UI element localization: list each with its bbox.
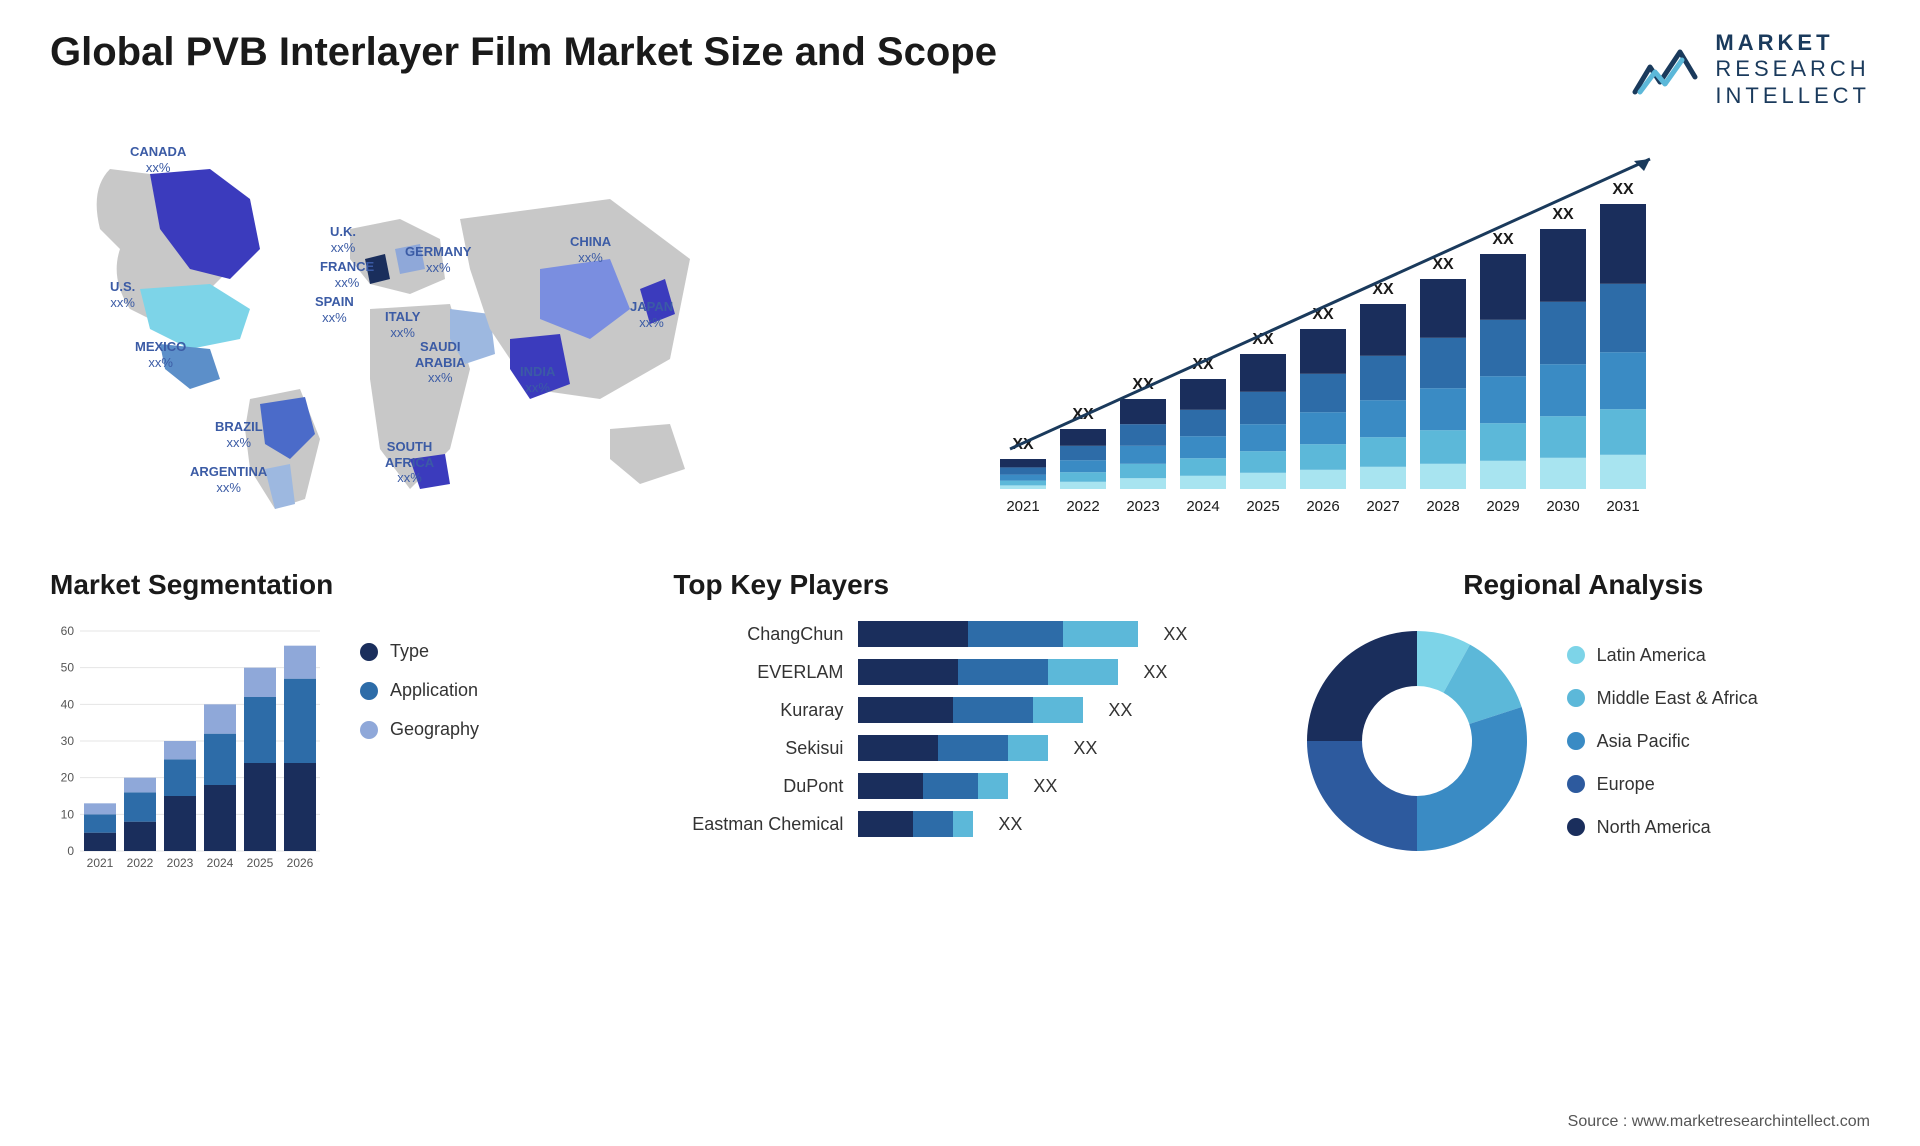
world-map: CANADAxx% U.S.xx% MEXICOxx% BRAZILxx% ARGENT… — [50, 129, 940, 529]
player-row: DuPont XX — [673, 773, 1246, 799]
logo-text-2: RESEARCH — [1715, 56, 1870, 82]
svg-text:2027: 2027 — [1366, 498, 1399, 515]
segmentation-chart-svg: 0 10 20 30 40 50 60 2021 2022 2023 2024 2025 2026 — [50, 621, 330, 881]
header: Global PVB Interlayer Film Market Size a… — [50, 30, 1870, 109]
map-label: BRAZILxx% — [215, 419, 263, 450]
logo-icon — [1630, 42, 1700, 97]
map-label: JAPANxx% — [630, 299, 673, 330]
player-value: XX — [998, 814, 1022, 835]
page-title: Global PVB Interlayer Film Market Size a… — [50, 30, 997, 75]
player-name: EVERLAM — [673, 662, 843, 683]
map-label: U.S.xx% — [110, 279, 135, 310]
map-label: FRANCExx% — [320, 259, 374, 290]
logo-text-3: INTELLECT — [1715, 83, 1870, 109]
top-section: CANADAxx% U.S.xx% MEXICOxx% BRAZILxx% ARGENT… — [50, 129, 1870, 529]
svg-text:2025: 2025 — [247, 856, 274, 870]
svg-text:60: 60 — [61, 624, 75, 638]
player-name: Eastman Chemical — [673, 814, 843, 835]
players-panel: Top Key Players ChangChunXXEVERLAMXXKura… — [673, 569, 1246, 881]
segmentation-panel: Market Segmentation 0 10 20 30 40 50 60 2021 202… — [50, 569, 623, 881]
map-label: CHINAxx% — [570, 234, 611, 265]
segmentation-legend: Type Application Geography — [360, 641, 479, 740]
player-bar — [858, 659, 1118, 685]
player-row: EVERLAM XX — [673, 659, 1246, 685]
svg-text:0: 0 — [67, 844, 74, 858]
bottom-section: Market Segmentation 0 10 20 30 40 50 60 2021 202… — [50, 569, 1870, 881]
svg-text:20: 20 — [61, 771, 75, 785]
player-bar — [858, 811, 973, 837]
svg-text:2024: 2024 — [207, 856, 234, 870]
svg-text:2025: 2025 — [1246, 498, 1279, 515]
player-value: XX — [1073, 738, 1097, 759]
player-name: ChangChun — [673, 624, 843, 645]
map-label: MEXICOxx% — [135, 339, 186, 370]
legend-item: Geography — [360, 719, 479, 740]
legend-item: Application — [360, 680, 479, 701]
svg-text:2023: 2023 — [167, 856, 194, 870]
segmentation-title: Market Segmentation — [50, 569, 623, 601]
player-bar — [858, 621, 1138, 647]
regional-donut-svg — [1297, 621, 1537, 861]
legend-item: Asia Pacific — [1567, 731, 1758, 752]
player-row: Sekisui XX — [673, 735, 1246, 761]
svg-text:2022: 2022 — [1066, 498, 1099, 515]
svg-text:40: 40 — [61, 698, 75, 712]
player-value: XX — [1033, 776, 1057, 797]
legend-item: Latin America — [1567, 645, 1758, 666]
svg-text:2028: 2028 — [1426, 498, 1459, 515]
regional-panel: Regional Analysis Latin America Middle Ea… — [1297, 569, 1870, 881]
legend-item: North America — [1567, 817, 1758, 838]
players-list: ChangChunXXEVERLAMXXKurarayXXSekisuiXXDu… — [673, 621, 1246, 837]
legend-item: Type — [360, 641, 479, 662]
svg-text:2031: 2031 — [1606, 498, 1639, 515]
svg-text:50: 50 — [61, 661, 75, 675]
svg-text:2026: 2026 — [1306, 498, 1339, 515]
player-bar — [858, 773, 1008, 799]
map-label: INDIAxx% — [520, 364, 555, 395]
brand-logo: MARKET RESEARCH INTELLECT — [1630, 30, 1870, 109]
svg-text:30: 30 — [61, 734, 75, 748]
growth-chart-svg: XX2021XX2022XX2023XX2024XX2025XX2026XX20… — [980, 129, 1700, 529]
player-row: Eastman Chemical XX — [673, 811, 1246, 837]
player-bar — [858, 735, 1048, 761]
map-label: CANADAxx% — [130, 144, 186, 175]
svg-text:XX: XX — [1552, 206, 1574, 223]
legend-item: Middle East & Africa — [1567, 688, 1758, 709]
svg-text:2026: 2026 — [287, 856, 314, 870]
growth-chart: XX2021XX2022XX2023XX2024XX2025XX2026XX20… — [980, 129, 1870, 529]
svg-text:2030: 2030 — [1546, 498, 1579, 515]
map-label: GERMANYxx% — [405, 244, 471, 275]
svg-text:XX: XX — [1492, 231, 1514, 248]
svg-text:XX: XX — [1612, 181, 1634, 198]
players-title: Top Key Players — [673, 569, 1246, 601]
regional-legend: Latin America Middle East & Africa Asia Pa… — [1567, 645, 1758, 838]
map-label: SAUDIARABIAxx% — [415, 339, 466, 386]
player-value: XX — [1163, 624, 1187, 645]
regional-title: Regional Analysis — [1297, 569, 1870, 601]
legend-item: Europe — [1567, 774, 1758, 795]
map-label: SOUTHAFRICAxx% — [385, 439, 434, 486]
player-name: Kuraray — [673, 700, 843, 721]
player-name: Sekisui — [673, 738, 843, 759]
player-name: DuPont — [673, 776, 843, 797]
player-value: XX — [1108, 700, 1132, 721]
svg-text:2029: 2029 — [1486, 498, 1519, 515]
player-row: ChangChun XX — [673, 621, 1246, 647]
map-label: U.K.xx% — [330, 224, 356, 255]
svg-text:10: 10 — [61, 808, 75, 822]
map-label: ARGENTINAxx% — [190, 464, 267, 495]
logo-text-1: MARKET — [1715, 30, 1870, 56]
source-text: Source : www.marketresearchintellect.com — [1568, 1113, 1870, 1131]
svg-text:2021: 2021 — [1006, 498, 1039, 515]
svg-text:2023: 2023 — [1126, 498, 1159, 515]
svg-text:2022: 2022 — [127, 856, 154, 870]
player-row: Kuraray XX — [673, 697, 1246, 723]
map-label: ITALYxx% — [385, 309, 420, 340]
player-bar — [858, 697, 1083, 723]
map-label: SPAINxx% — [315, 294, 354, 325]
svg-text:XX: XX — [1432, 256, 1454, 273]
svg-text:2021: 2021 — [87, 856, 114, 870]
svg-text:2024: 2024 — [1186, 498, 1219, 515]
player-value: XX — [1143, 662, 1167, 683]
